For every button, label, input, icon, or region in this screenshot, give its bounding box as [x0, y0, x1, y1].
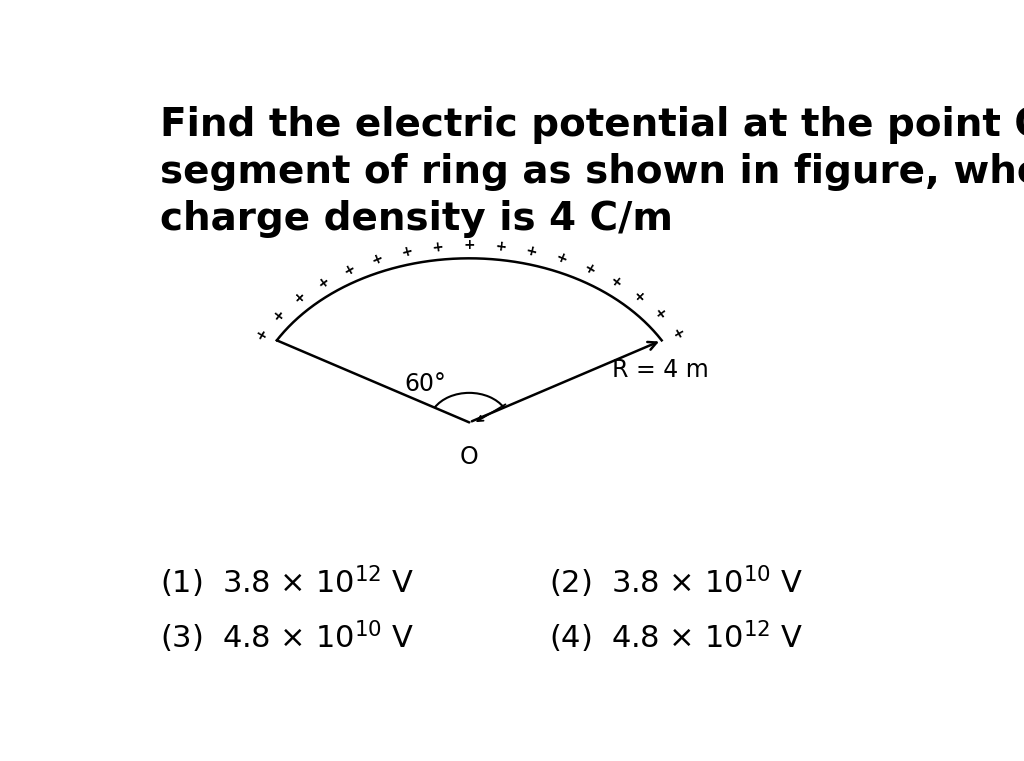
Text: (3)  4.8 × 10$^{10}$ V: (3) 4.8 × 10$^{10}$ V	[160, 619, 415, 655]
Text: +: +	[370, 250, 386, 268]
Text: segment of ring as shown in figure, whose line: segment of ring as shown in figure, whos…	[160, 153, 1024, 191]
Text: (4)  4.8 × 10$^{12}$ V: (4) 4.8 × 10$^{12}$ V	[549, 619, 803, 655]
Text: +: +	[464, 238, 475, 253]
Text: +: +	[314, 273, 332, 291]
Text: Find the electric potential at the point O due: Find the electric potential at the point…	[160, 106, 1024, 144]
Text: +: +	[606, 273, 624, 291]
Text: +: +	[630, 288, 648, 307]
Text: O: O	[460, 444, 478, 469]
Text: 60°: 60°	[404, 372, 446, 396]
Text: +: +	[668, 326, 686, 342]
Text: +: +	[650, 306, 669, 323]
Text: +: +	[270, 306, 288, 323]
Text: +: +	[524, 244, 539, 260]
Text: (2)  3.8 × 10$^{10}$ V: (2) 3.8 × 10$^{10}$ V	[549, 563, 803, 600]
Text: +: +	[253, 326, 270, 342]
Text: +: +	[399, 244, 415, 260]
Text: charge density is 4 C/m: charge density is 4 C/m	[160, 199, 673, 237]
Text: +: +	[581, 260, 598, 278]
Text: +: +	[494, 239, 507, 255]
Text: +: +	[553, 250, 569, 268]
Text: (1)  3.8 × 10$^{12}$ V: (1) 3.8 × 10$^{12}$ V	[160, 563, 415, 600]
Text: +: +	[291, 288, 309, 307]
Text: +: +	[431, 239, 444, 255]
Text: +: +	[341, 260, 358, 278]
Text: R = 4 m: R = 4 m	[612, 358, 710, 382]
